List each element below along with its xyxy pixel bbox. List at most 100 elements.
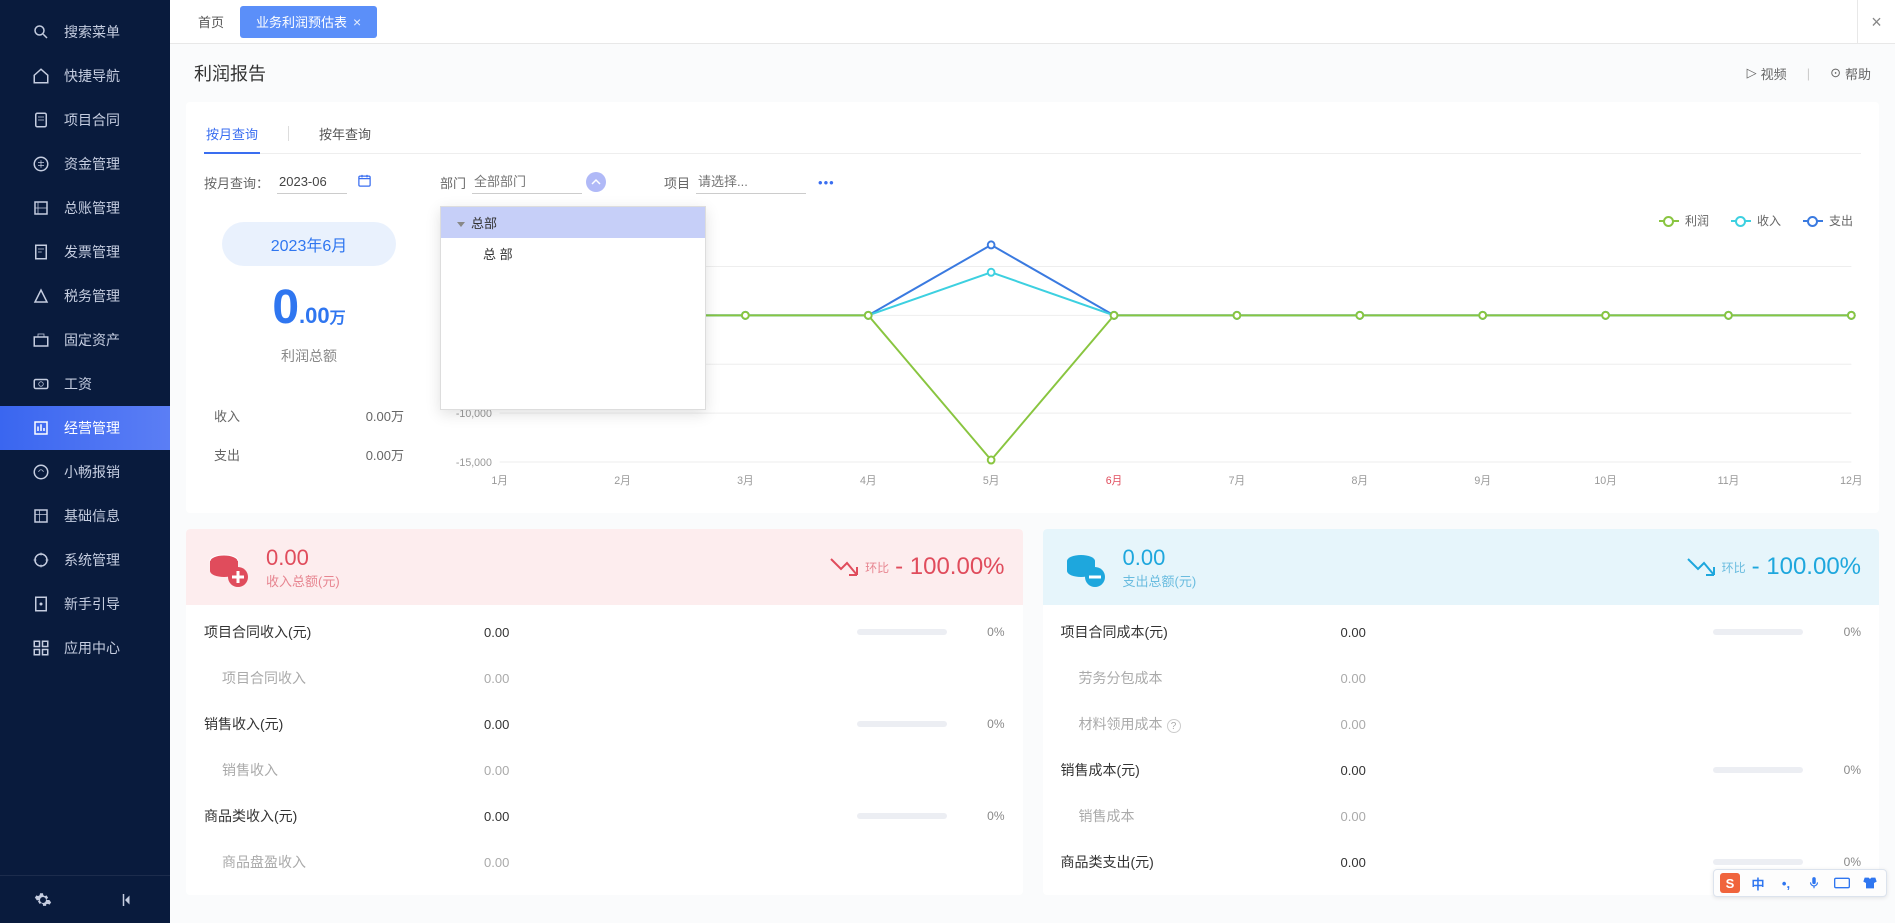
tab-profit-estimate[interactable]: 业务利润预估表 × (240, 6, 377, 38)
sidebar-item-4[interactable]: 总账管理 (0, 186, 170, 230)
sidebar-item-label: 税务管理 (64, 286, 120, 306)
video-button[interactable]: ▷视频 (1747, 64, 1787, 83)
expense-icon (1061, 543, 1109, 591)
expense-trend-label: 环比 (1722, 559, 1746, 576)
sidebar-item-3[interactable]: 资金管理 (0, 142, 170, 186)
sidebar-item-0[interactable]: 搜索菜单 (0, 10, 170, 54)
money-icon (32, 155, 50, 173)
asset-icon (32, 331, 50, 349)
svg-text:9月: 9月 (1474, 475, 1491, 487)
sidebar-item-label: 固定资产 (64, 330, 120, 350)
income-amount: 0.00 (266, 545, 340, 571)
svg-text:10月: 10月 (1594, 475, 1616, 487)
calendar-icon[interactable] (357, 173, 372, 191)
ime-logo-icon: S (1720, 873, 1740, 893)
page-title: 利润报告 (194, 60, 266, 86)
help-tip-icon[interactable]: ? (1167, 719, 1181, 733)
summary-card: 2023年6月 0.00万 利润总额 收入0.00万 支出0.00万 (204, 212, 414, 495)
row-value: 0.00 (1341, 625, 1461, 640)
progress-bar (1713, 859, 1803, 865)
sidebar-item-label: 项目合同 (64, 110, 120, 130)
row-percent: 0% (965, 717, 1005, 731)
dept-option-root[interactable]: 总部 (441, 207, 705, 238)
progress-bar (1713, 767, 1803, 773)
svg-text:11月: 11月 (1718, 475, 1740, 487)
help-button[interactable]: ⊙帮助 (1830, 64, 1871, 83)
help-icon: ⊙ (1830, 65, 1841, 81)
row-value: 0.00 (484, 717, 604, 732)
sidebar-item-14[interactable]: 应用中心 (0, 626, 170, 670)
ime-toolbar[interactable]: S 中 •, (1713, 869, 1887, 897)
row-percent: 0% (1821, 625, 1861, 639)
data-row: 劳务分包成本0.00 (1061, 655, 1862, 701)
tabs-bar: 首页 业务利润预估表 × × (170, 0, 1895, 44)
sidebar-item-9[interactable]: 经营管理 (0, 406, 170, 450)
row-value: 0.00 (484, 671, 604, 686)
sidebar-item-label: 基础信息 (64, 506, 120, 526)
svg-text:12月: 12月 (1840, 475, 1861, 487)
sidebar-item-12[interactable]: 系统管理 (0, 538, 170, 582)
tab-yearly-query[interactable]: 按年查询 (317, 114, 373, 153)
summary-expense-label: 支出 (214, 445, 240, 464)
svg-text:2月: 2月 (614, 475, 631, 487)
sidebar-item-11[interactable]: 基础信息 (0, 494, 170, 538)
query-panel: 按月查询 按年查询 按月查询： 部门 (186, 102, 1879, 513)
ime-lang-icon[interactable]: 中 (1748, 873, 1768, 893)
progress-bar (857, 721, 947, 727)
income-sub: 收入总额(元) (266, 571, 340, 590)
close-all-tabs-button[interactable]: × (1857, 0, 1895, 44)
collapse-sidebar-icon[interactable] (85, 876, 170, 923)
svg-text:5月: 5月 (983, 475, 1000, 487)
sidebar-item-8[interactable]: 工资 (0, 362, 170, 406)
base-icon (32, 507, 50, 525)
ime-skin-icon[interactable] (1860, 873, 1880, 893)
sidebar-item-5[interactable]: 发票管理 (0, 230, 170, 274)
sidebar-item-label: 工资 (64, 374, 92, 394)
row-label: 劳务分包成本 (1061, 668, 1341, 688)
ime-mic-icon[interactable] (1804, 873, 1824, 893)
project-input[interactable] (696, 170, 806, 194)
row-value: 0.00 (484, 763, 604, 778)
sidebar-item-6[interactable]: 税务管理 (0, 274, 170, 318)
ime-keyboard-icon[interactable] (1832, 873, 1852, 893)
trend-down-icon (1686, 555, 1716, 579)
doc-icon (32, 111, 50, 129)
summary-income-label: 收入 (214, 406, 240, 425)
tab-close-icon[interactable]: × (353, 14, 361, 30)
svg-text:6月: 6月 (1106, 475, 1123, 487)
play-icon: ▷ (1747, 65, 1757, 81)
tab-monthly-query[interactable]: 按月查询 (204, 114, 260, 153)
search-icon (32, 23, 50, 41)
tab-home[interactable]: 首页 (182, 6, 240, 38)
row-value: 0.00 (484, 855, 604, 870)
summary-sub-label: 利润总额 (204, 346, 414, 366)
sidebar-item-1[interactable]: 快捷导航 (0, 54, 170, 98)
ime-punct-icon[interactable]: •, (1776, 873, 1796, 893)
sys-icon (32, 551, 50, 569)
data-row: 商品盘盈收入0.00 (204, 839, 1005, 885)
month-input[interactable] (277, 170, 347, 194)
svg-text:8月: 8月 (1352, 475, 1369, 487)
dept-option-child[interactable]: 总 部 (441, 238, 705, 269)
summary-period: 2023年6月 (222, 222, 396, 266)
data-row: 项目合同收入(元)0.000% (204, 609, 1005, 655)
guide-icon (32, 595, 50, 613)
expense-panel: 0.00 支出总额(元) 环比 - 100.00% 项目合同成本(元)0.0 (1043, 529, 1880, 895)
sidebar-item-7[interactable]: 固定资产 (0, 318, 170, 362)
sidebar-item-13[interactable]: 新手引导 (0, 582, 170, 626)
dept-input[interactable] (472, 170, 582, 194)
expense-trend-value: - 100.00% (1752, 553, 1861, 581)
income-trend-value: - 100.00% (895, 553, 1004, 581)
project-filter-label: 项目 (664, 173, 690, 192)
row-value: 0.00 (484, 625, 604, 640)
sidebar-item-2[interactable]: 项目合同 (0, 98, 170, 142)
tab-home-label: 首页 (198, 12, 224, 31)
sidebar-item-10[interactable]: 小畅报销 (0, 450, 170, 494)
dept-dropdown-toggle[interactable] (586, 172, 606, 192)
project-more-icon[interactable]: ••• (818, 175, 835, 190)
sidebar-item-label: 应用中心 (64, 638, 120, 658)
settings-icon[interactable] (0, 876, 85, 923)
row-percent: 0% (1821, 855, 1861, 869)
month-filter-label: 按月查询： (204, 173, 269, 192)
summary-expense-value: 0.00万 (366, 445, 404, 464)
